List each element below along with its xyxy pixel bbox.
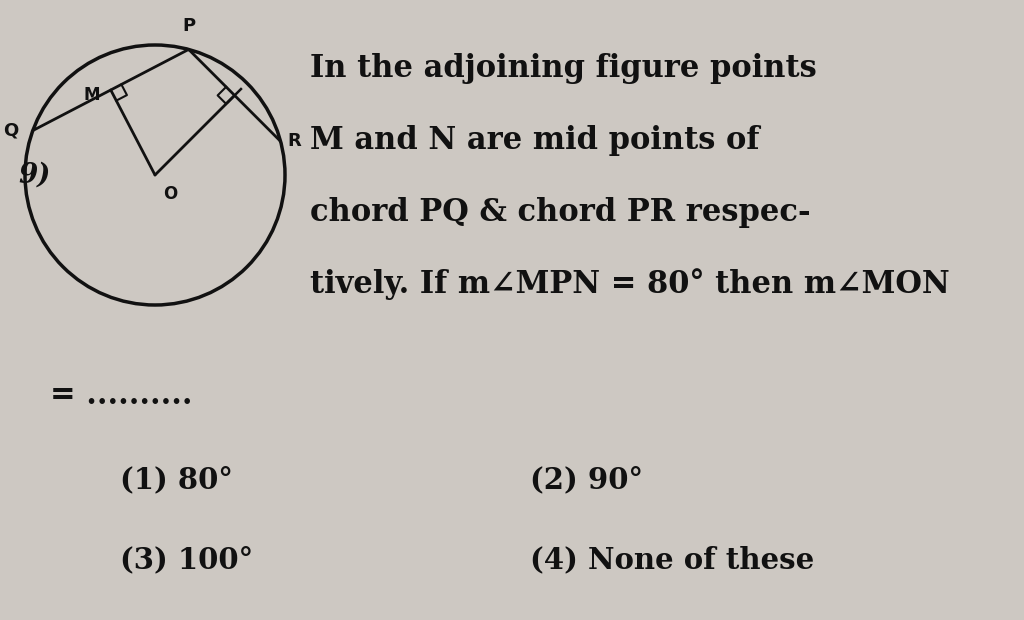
Text: M and N are mid points of: M and N are mid points of	[310, 125, 760, 156]
Text: = ..........: = ..........	[50, 379, 193, 410]
Text: (1) 80°: (1) 80°	[120, 466, 232, 495]
Text: O: O	[163, 185, 177, 203]
Text: chord PQ & chord PR respec-: chord PQ & chord PR respec-	[310, 197, 811, 228]
Text: (3) 100°: (3) 100°	[120, 546, 253, 575]
Text: (4) None of these: (4) None of these	[530, 546, 814, 575]
Text: (2) 90°: (2) 90°	[530, 466, 643, 495]
Text: In the adjoining figure points: In the adjoining figure points	[310, 53, 817, 84]
Text: P: P	[182, 17, 196, 35]
Text: 9): 9)	[18, 161, 50, 188]
Text: R: R	[288, 132, 301, 151]
Text: M: M	[83, 86, 99, 104]
Text: Q: Q	[4, 122, 18, 140]
Text: tively. If m∠MPN = 80° then m∠MON: tively. If m∠MPN = 80° then m∠MON	[310, 268, 949, 300]
